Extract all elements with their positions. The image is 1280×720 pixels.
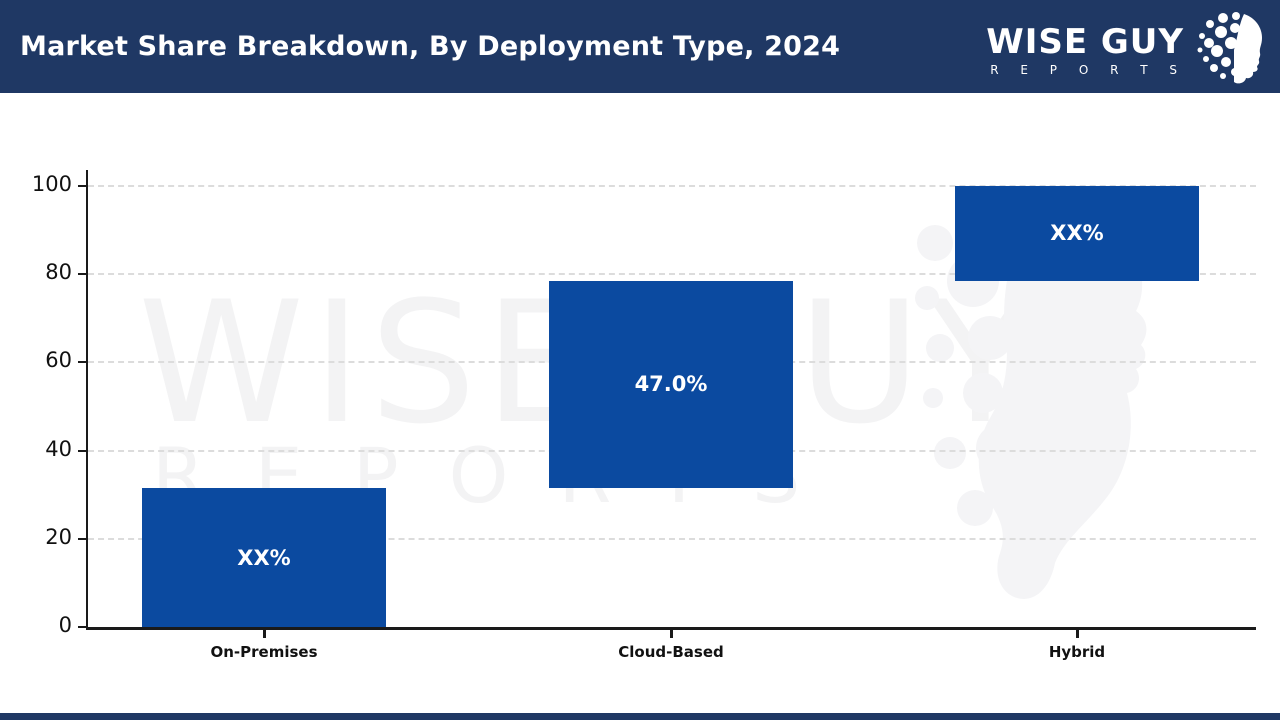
y-tick-40: [78, 449, 86, 452]
x-tick-cloud-based: [670, 630, 673, 638]
x-tick-hybrid: [1076, 630, 1079, 638]
y-tick-label-80: 80: [45, 260, 72, 285]
header-bar: Market Share Breakdown, By Deployment Ty…: [0, 0, 1280, 93]
bar-cloud-based: 47.0%: [549, 280, 793, 489]
brand-logo: WISE GUY R E P O R T S: [984, 10, 1264, 90]
y-tick-100: [78, 185, 86, 187]
y-tick-60: [78, 361, 86, 364]
y-tick-label-40: 40: [45, 436, 72, 461]
watermark-head-icon: [905, 203, 1175, 637]
bar-on-premises: XX%: [142, 488, 386, 627]
brand-name: WISE GUY: [986, 21, 1185, 62]
brand-subtitle: R E P O R T S: [990, 62, 1186, 77]
gridline-y100: [88, 185, 1256, 187]
footer-bar: [0, 713, 1280, 720]
x-tick-label-cloud-based: Cloud-Based: [618, 643, 724, 661]
bar-value-label: XX%: [237, 545, 291, 570]
y-tick-label-60: 60: [45, 348, 72, 373]
y-axis-line: [86, 170, 88, 630]
x-tick-label-hybrid: Hybrid: [1048, 643, 1106, 661]
x-tick-on-premises: [263, 630, 266, 638]
y-tick-label-100: 100: [31, 172, 72, 196]
chart-plot-area: WISE GUY REPORTS XX% 47.0% XX% 0 20 40 60 80 10…: [0, 93, 1280, 713]
gridline-y20: [88, 537, 1256, 540]
y-tick-20: [78, 537, 86, 540]
bar-value-label: XX%: [1050, 221, 1104, 246]
y-tick-0: [78, 626, 86, 628]
bar-value-label: 47.0%: [634, 372, 708, 397]
bar-hybrid: XX%: [955, 186, 1199, 281]
page-title: Market Share Breakdown, By Deployment Ty…: [20, 31, 841, 62]
brand-logo-text: WISE GUY R E P O R T S: [984, 25, 1186, 76]
y-tick-80: [78, 273, 86, 276]
x-tick-label-on-premises: On-Premises: [210, 643, 318, 661]
y-tick-label-0: 0: [58, 613, 72, 637]
dotted-head-logo-icon: [1190, 10, 1264, 90]
y-tick-label-20: 20: [45, 524, 72, 549]
x-axis-line: [86, 627, 1256, 630]
gridline-y80: [88, 273, 1256, 276]
